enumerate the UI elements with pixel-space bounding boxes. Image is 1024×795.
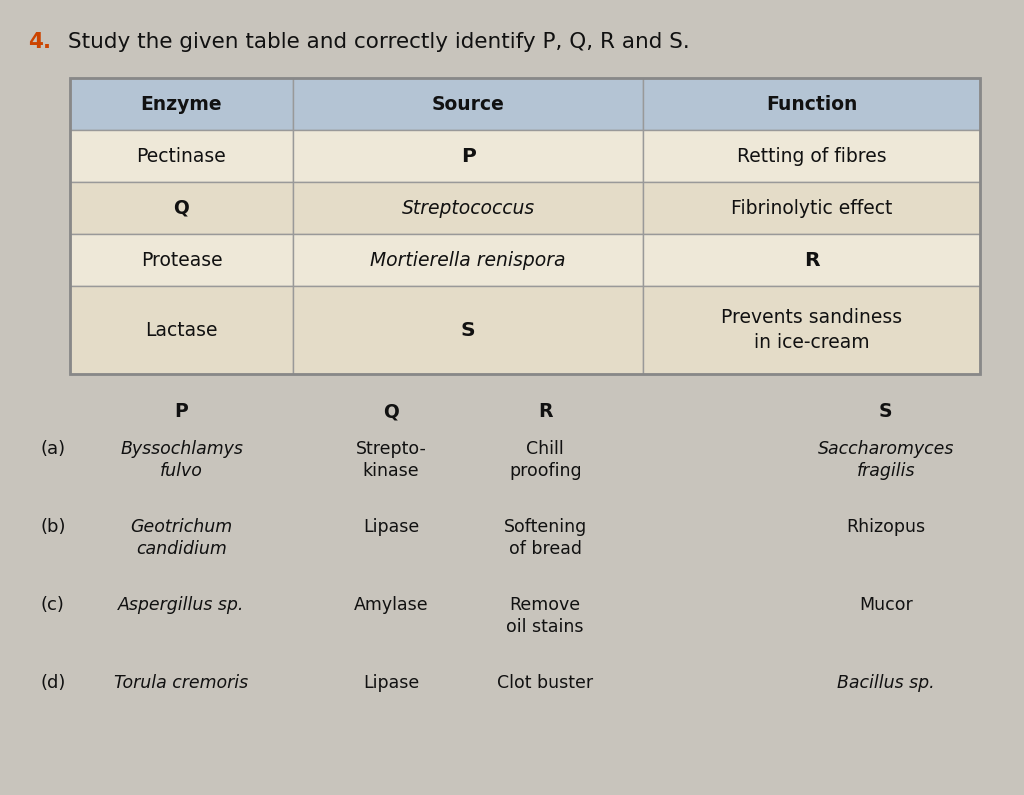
Bar <box>70 130 293 182</box>
Text: R: R <box>804 250 819 270</box>
Text: Fibrinolytic effect: Fibrinolytic effect <box>731 199 892 218</box>
Text: Rhizopus: Rhizopus <box>846 518 926 536</box>
Bar <box>643 234 980 286</box>
Bar <box>293 130 643 182</box>
Bar <box>70 182 293 234</box>
Text: Saccharomyces
fragilis: Saccharomyces fragilis <box>817 440 954 480</box>
Text: Enzyme: Enzyme <box>140 95 222 114</box>
Bar <box>293 182 643 234</box>
Text: Q: Q <box>173 199 189 218</box>
Bar <box>293 234 643 286</box>
Bar <box>70 286 293 374</box>
Text: Protease: Protease <box>140 250 222 270</box>
Text: Streptococcus: Streptococcus <box>401 199 535 218</box>
Text: Strepto-
kinase: Strepto- kinase <box>355 440 426 480</box>
Bar <box>70 78 293 130</box>
Text: 4.: 4. <box>28 32 51 52</box>
Text: P: P <box>461 146 475 165</box>
Bar <box>643 78 980 130</box>
Text: Function: Function <box>766 95 857 114</box>
Text: Byssochlamys
fulvo: Byssochlamys fulvo <box>120 440 243 480</box>
Text: Chill
proofing: Chill proofing <box>509 440 582 480</box>
Text: Q: Q <box>383 402 399 421</box>
Text: Lactase: Lactase <box>145 320 218 339</box>
Text: Aspergillus sp.: Aspergillus sp. <box>119 596 245 614</box>
Text: Amylase: Amylase <box>353 596 428 614</box>
Text: P: P <box>175 402 188 421</box>
Text: Mortierella renispora: Mortierella renispora <box>371 250 566 270</box>
Text: (c): (c) <box>40 596 63 614</box>
Text: (d): (d) <box>40 674 66 692</box>
Text: Source: Source <box>432 95 505 114</box>
Text: Clot buster: Clot buster <box>497 674 593 692</box>
Text: Softening
of bread: Softening of bread <box>504 518 587 558</box>
Text: Pectinase: Pectinase <box>136 146 226 165</box>
Text: S: S <box>461 320 475 339</box>
Bar <box>643 182 980 234</box>
Bar <box>70 78 980 374</box>
Text: Lipase: Lipase <box>362 674 419 692</box>
Text: Geotrichum
candidium: Geotrichum candidium <box>130 518 232 558</box>
Bar <box>293 286 643 374</box>
Text: (a): (a) <box>40 440 66 458</box>
Text: Retting of fibres: Retting of fibres <box>737 146 887 165</box>
Bar <box>643 286 980 374</box>
Text: Lipase: Lipase <box>362 518 419 536</box>
Text: Remove
oil stains: Remove oil stains <box>507 596 584 636</box>
Bar <box>293 78 643 130</box>
Text: S: S <box>879 402 893 421</box>
Text: R: R <box>538 402 553 421</box>
Text: Mucor: Mucor <box>859 596 912 614</box>
Text: Prevents sandiness
in ice-cream: Prevents sandiness in ice-cream <box>721 308 902 352</box>
Bar <box>70 234 293 286</box>
Bar <box>643 130 980 182</box>
Text: Torula cremoris: Torula cremoris <box>115 674 249 692</box>
Text: Study the given table and correctly identify P, Q, R and S.: Study the given table and correctly iden… <box>68 32 690 52</box>
Text: (b): (b) <box>40 518 66 536</box>
Text: Bacillus sp.: Bacillus sp. <box>837 674 935 692</box>
